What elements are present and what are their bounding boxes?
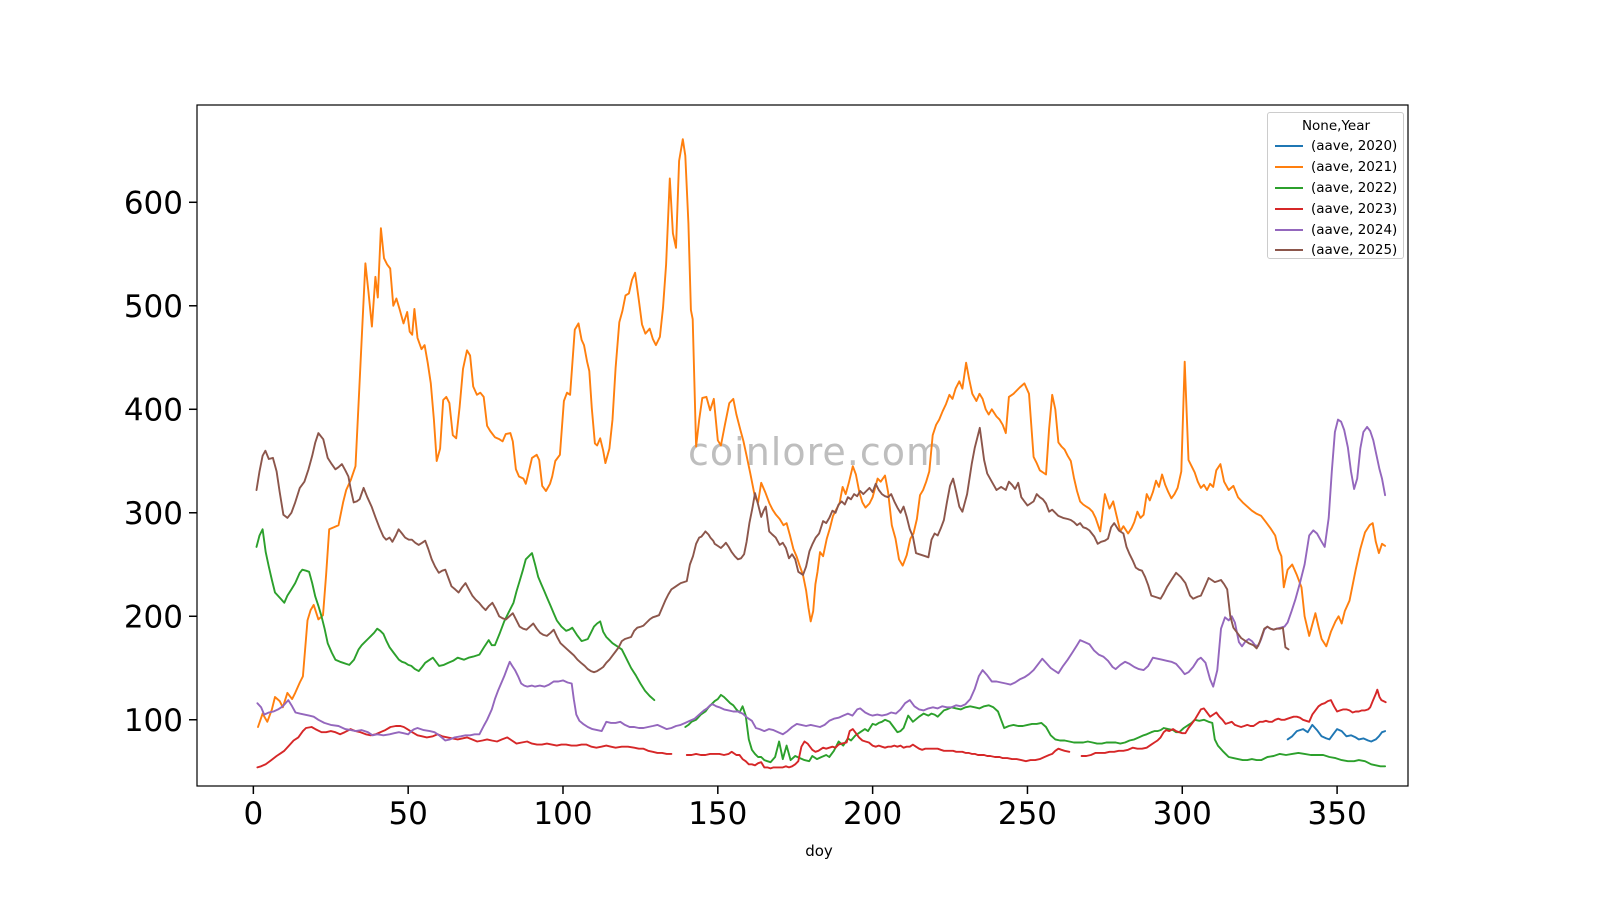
- x-tick-label: 200: [843, 796, 902, 832]
- legend-item-label: (aave, 2020): [1311, 138, 1398, 155]
- series-line-aave2025: [255, 426, 1290, 674]
- legend-item: (aave, 2020): [1275, 136, 1397, 157]
- legend[interactable]: None,Year (aave, 2020) (aave, 2021) (aave,…: [1267, 112, 1404, 259]
- x-axis-label: doy: [805, 842, 833, 860]
- legend-item: (aave, 2021): [1275, 157, 1397, 178]
- y-tick-label: 300: [124, 496, 183, 532]
- y-tick-label: 500: [124, 289, 183, 325]
- x-tick-label: 0: [243, 796, 263, 832]
- y-tick-label: 600: [124, 185, 183, 221]
- legend-item-label: (aave, 2025): [1311, 242, 1398, 259]
- series-line-aave2021: [257, 138, 1387, 728]
- x-tick-label: 100: [533, 796, 592, 832]
- legend-line-swatch: [1275, 145, 1303, 148]
- legend-line-swatch: [1275, 228, 1303, 231]
- x-tick-label: 250: [998, 796, 1057, 832]
- watermark: coinlore.com: [688, 430, 944, 474]
- series-line-aave2024: [256, 418, 1387, 742]
- y-tick-label: 400: [124, 392, 183, 428]
- series-line-aave2022: [255, 528, 656, 702]
- legend-line-swatch: [1275, 166, 1303, 169]
- x-tick-label: 350: [1308, 796, 1367, 832]
- series-line-aave2023: [685, 728, 1071, 770]
- legend-item-label: (aave, 2021): [1311, 159, 1398, 176]
- legend-title: None,Year: [1301, 118, 1371, 134]
- x-tick-label: 150: [688, 796, 747, 832]
- legend-item: (aave, 2025): [1275, 240, 1397, 261]
- series-line-aave2023: [1080, 688, 1387, 757]
- series-line-aave2020: [1286, 723, 1387, 743]
- legend-item-label: (aave, 2023): [1311, 200, 1398, 217]
- legend-item-label: (aave, 2022): [1311, 179, 1398, 196]
- legend-item-label: (aave, 2024): [1311, 221, 1398, 238]
- legend-item: (aave, 2023): [1275, 198, 1397, 219]
- legend-line-swatch: [1275, 186, 1303, 189]
- series-line-aave2023: [256, 725, 673, 769]
- axes-spines: [196, 104, 1409, 787]
- legend-line-swatch: [1275, 249, 1303, 252]
- legend-item: (aave, 2022): [1275, 178, 1397, 199]
- x-tick-label: 50: [388, 796, 427, 832]
- series-line-aave2022: [684, 693, 1387, 768]
- legend-item: (aave, 2024): [1275, 219, 1397, 240]
- x-tick-label: 300: [1153, 796, 1212, 832]
- legend-line-swatch: [1275, 207, 1303, 210]
- y-tick-label: 100: [124, 703, 183, 739]
- y-tick-label: 200: [124, 599, 183, 635]
